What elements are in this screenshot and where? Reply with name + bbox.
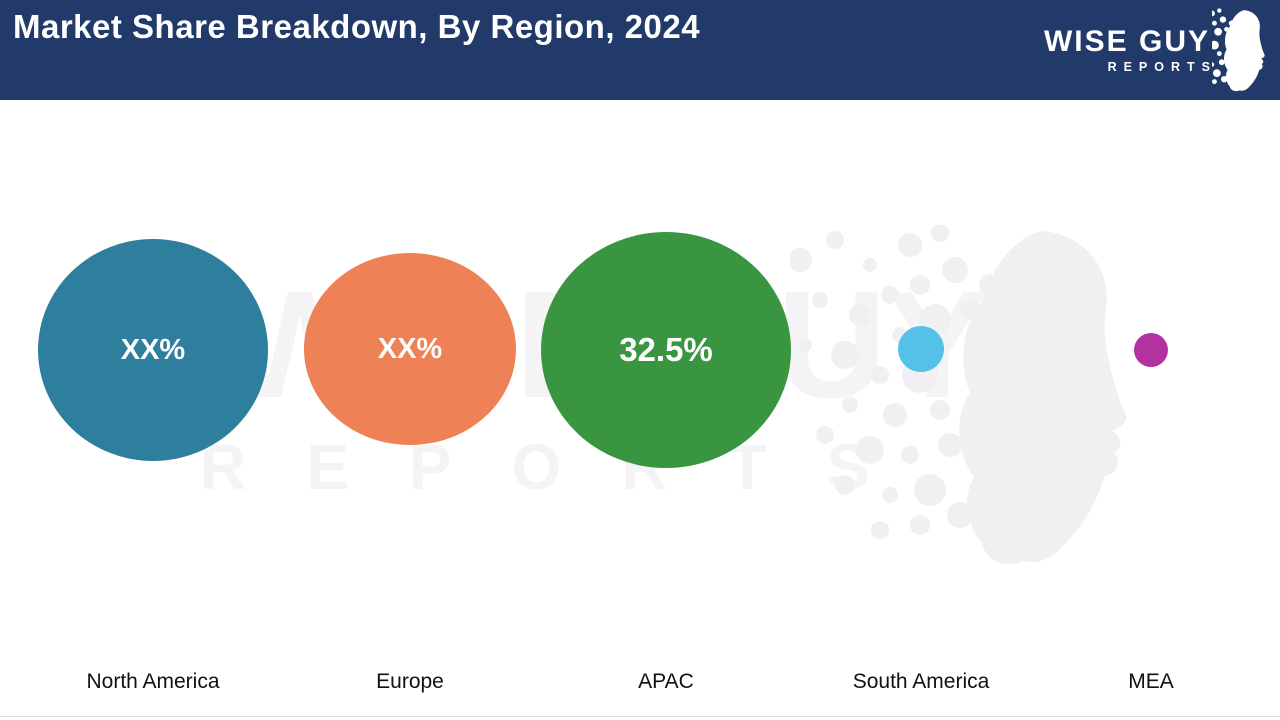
bubble-value-label: XX% <box>377 332 443 365</box>
watermark-text-sub: REPORTS <box>200 431 930 503</box>
bubble-value-label: 32.5% <box>619 331 713 368</box>
head-silhouette-icon <box>1212 8 1265 92</box>
logo-name: WISE GUY <box>1043 24 1210 58</box>
bubble-chart: WISE GUY REPORTS XX%XX%32.5% North Ameri… <box>0 100 1280 720</box>
header-bar: Market Share Breakdown, By Region, 2024 … <box>0 0 1280 100</box>
category-label-south-america: South America <box>852 670 990 693</box>
page-title: Market Share Breakdown, By Region, 2024 <box>13 8 701 45</box>
category-label-north-america: North America <box>86 670 220 693</box>
logo-text: WISE GUY REPORTS <box>1043 24 1210 74</box>
bubble-north-america: XX% <box>38 239 268 461</box>
watermark-head-icon <box>790 225 1127 565</box>
category-label-apac: APAC <box>638 670 694 693</box>
chart-baseline <box>0 716 1280 717</box>
wise-guy-logo: WISE GUY REPORTS <box>1044 6 1268 94</box>
bubble-europe: XX% <box>304 253 516 445</box>
bubble-mea <box>1134 333 1168 367</box>
bubble-apac: 32.5% <box>541 232 791 468</box>
logo-subtitle: REPORTS <box>1107 59 1217 74</box>
category-label-europe: Europe <box>376 670 444 693</box>
bubble-value-label: XX% <box>120 333 186 366</box>
bubble-south-america <box>898 326 944 372</box>
category-label-mea: MEA <box>1128 670 1174 693</box>
